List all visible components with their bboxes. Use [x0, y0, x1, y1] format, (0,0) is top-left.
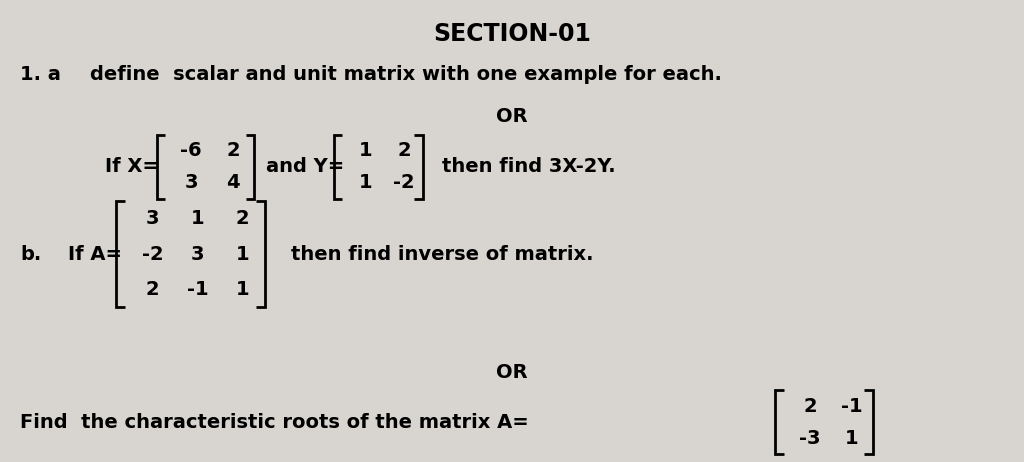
Text: 1: 1	[190, 209, 205, 228]
Text: 1: 1	[236, 244, 249, 263]
Text: -1: -1	[186, 280, 208, 299]
Text: If X=: If X=	[105, 158, 159, 176]
Text: Find  the characteristic roots of the matrix A=: Find the characteristic roots of the mat…	[20, 413, 528, 432]
Text: 2: 2	[145, 280, 160, 299]
Text: 1: 1	[359, 174, 373, 193]
Text: 2: 2	[236, 209, 249, 228]
Text: If A=: If A=	[68, 244, 122, 263]
Text: define  scalar and unit matrix with one example for each.: define scalar and unit matrix with one e…	[90, 65, 722, 84]
Text: 1. a: 1. a	[20, 65, 60, 84]
Text: SECTION-01: SECTION-01	[433, 22, 591, 46]
Text: 4: 4	[226, 174, 240, 193]
Text: -2: -2	[393, 174, 415, 193]
Text: 3: 3	[145, 209, 160, 228]
Text: -3: -3	[800, 428, 821, 448]
Text: 3: 3	[184, 174, 198, 193]
Text: -1: -1	[841, 396, 863, 415]
Text: -2: -2	[141, 244, 163, 263]
Text: 1: 1	[359, 141, 373, 160]
Text: 2: 2	[226, 141, 240, 160]
Text: 3: 3	[190, 244, 204, 263]
Text: -6: -6	[180, 141, 202, 160]
Text: and Y=: and Y=	[266, 158, 344, 176]
Text: b.: b.	[20, 244, 41, 263]
Text: 1: 1	[236, 280, 249, 299]
Text: 2: 2	[397, 141, 411, 160]
Text: then find inverse of matrix.: then find inverse of matrix.	[291, 244, 594, 263]
Text: OR: OR	[497, 108, 527, 127]
Text: then find 3X-2Y.: then find 3X-2Y.	[441, 158, 615, 176]
Text: 1: 1	[845, 428, 859, 448]
Text: 2: 2	[803, 396, 817, 415]
Text: OR: OR	[497, 363, 527, 382]
